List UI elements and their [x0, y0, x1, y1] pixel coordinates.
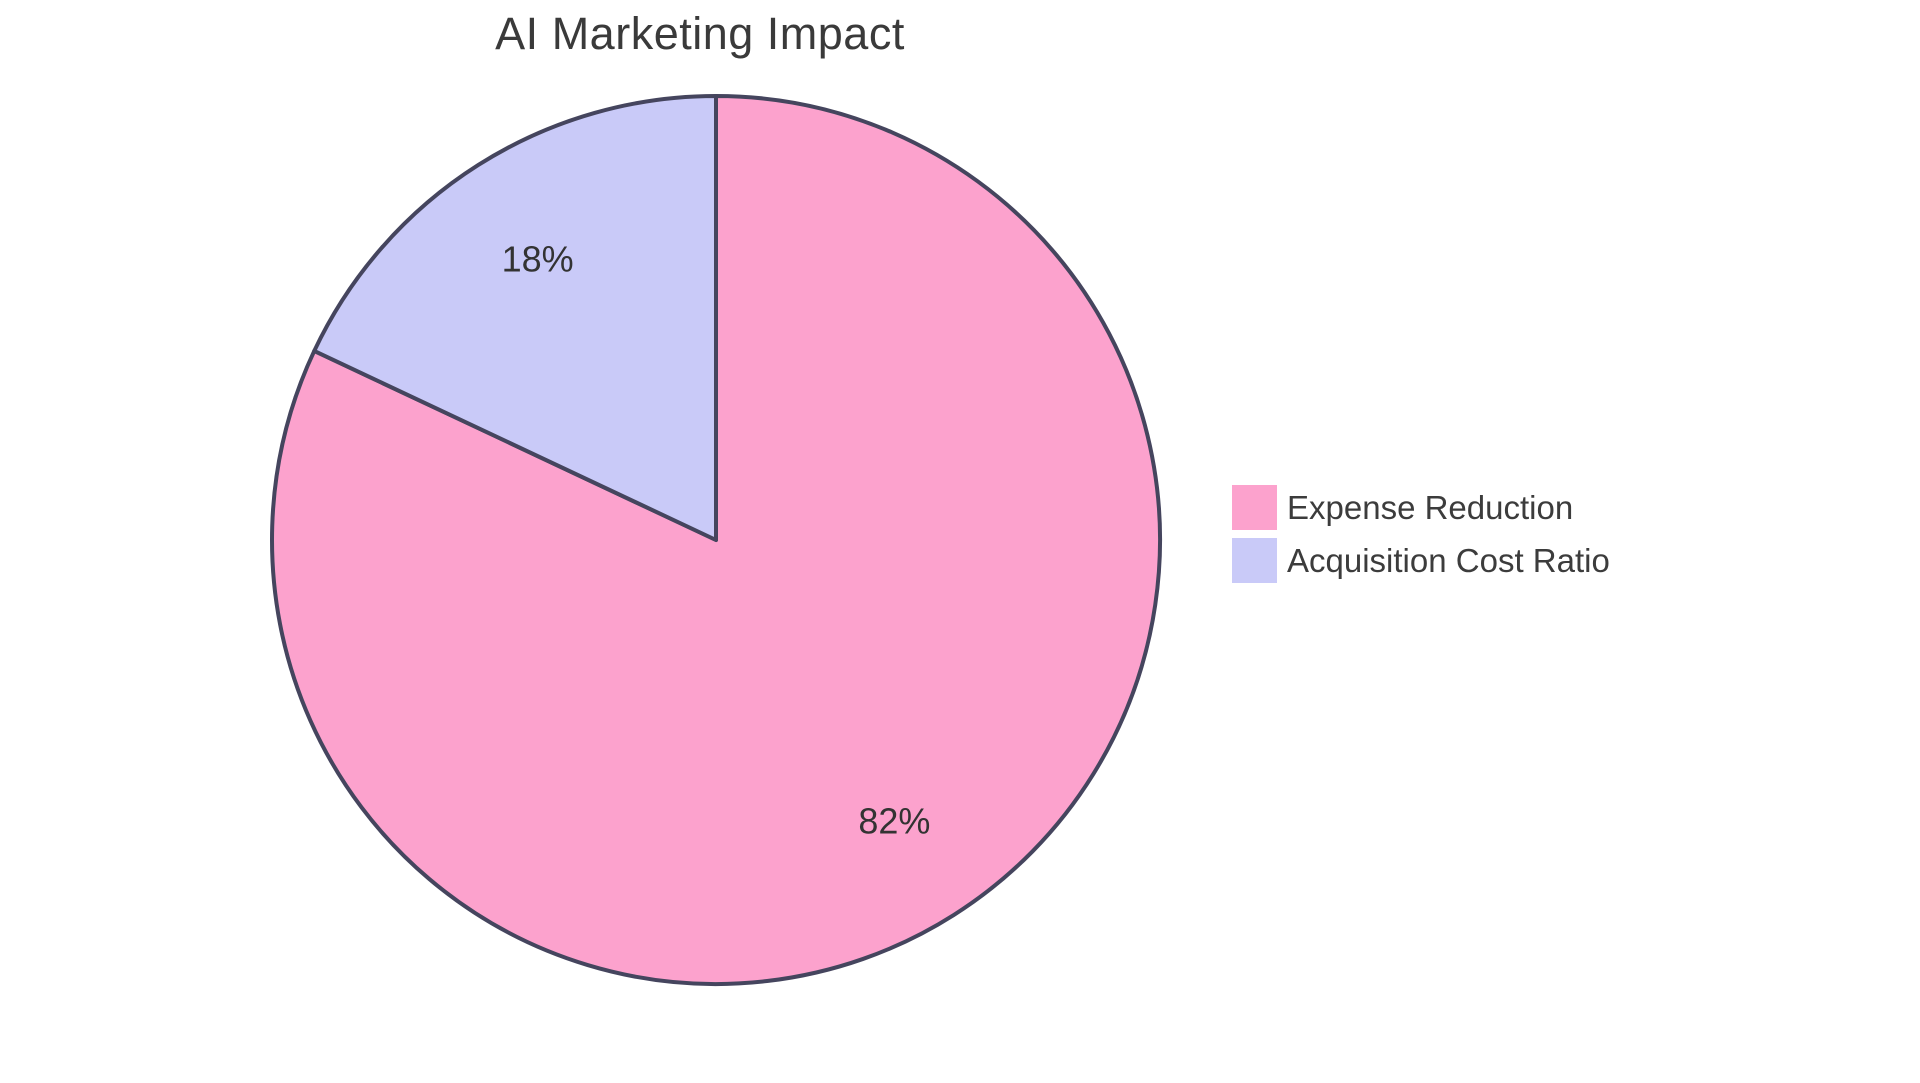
chart-title: AI Marketing Impact [495, 8, 905, 59]
legend-item-acquisition-cost-ratio[interactable]: Acquisition Cost Ratio [1232, 538, 1610, 583]
slice-value-label: 82% [858, 801, 930, 842]
legend-label: Expense Reduction [1287, 488, 1574, 526]
legend: Expense Reduction Acquisition Cost Ratio [1232, 485, 1610, 591]
pie-slice-acquisition-cost-ratio[interactable] [312, 94, 718, 542]
legend-swatch-expense-reduction[interactable] [1232, 485, 1277, 530]
legend-swatch-acquisition-cost-ratio[interactable] [1232, 538, 1277, 583]
legend-item-expense-reduction[interactable]: Expense Reduction [1232, 485, 1610, 530]
pie-chart: 82% 18% [270, 94, 1162, 986]
slice-value-label: 18% [502, 238, 574, 279]
legend-label: Acquisition Cost Ratio [1287, 541, 1610, 579]
